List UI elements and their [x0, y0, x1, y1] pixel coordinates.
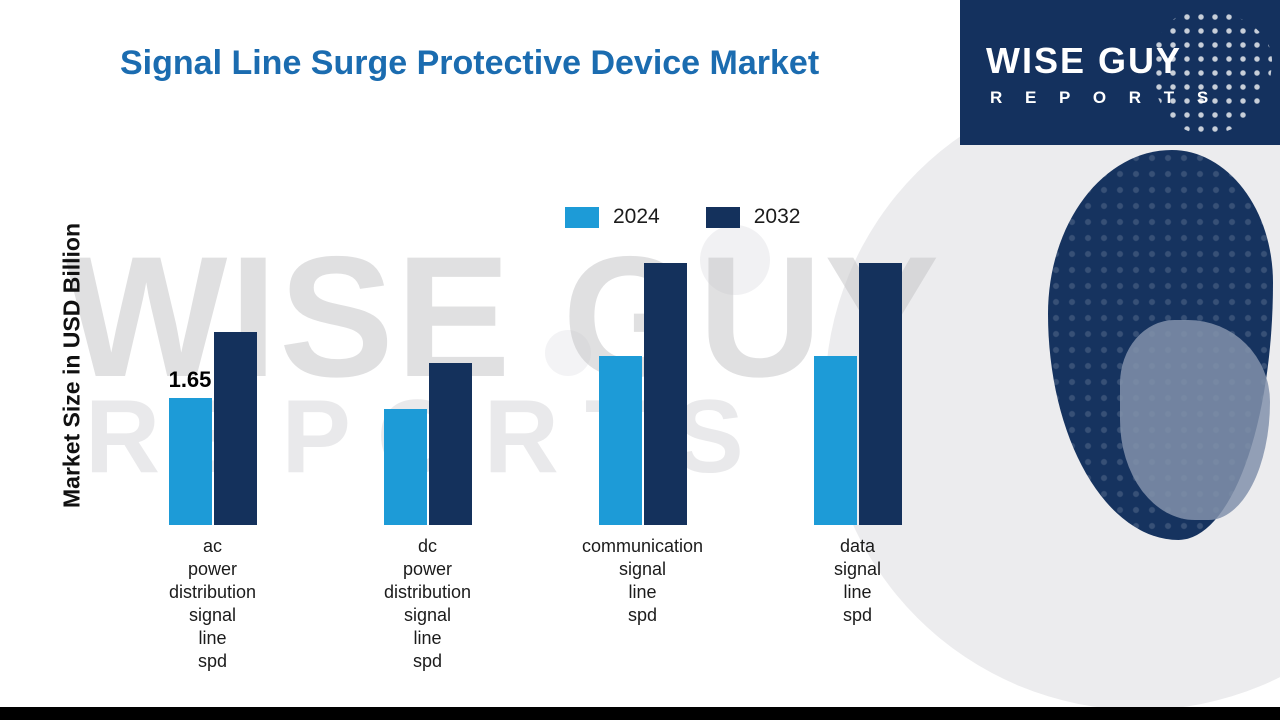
bar-2032-group-2 [643, 263, 687, 525]
category-label: data signal line spd [833, 536, 882, 625]
legend-item-2032: 2032 [705, 205, 801, 229]
category-label: ac power distribution signal line spd [168, 536, 257, 671]
legend-swatch-2032 [705, 206, 740, 228]
logo-name: WISE GUY [986, 40, 1183, 81]
legend-label-2024: 2024 [613, 205, 660, 228]
bar-group: dc power distribution signal line spd [320, 240, 535, 673]
legend-swatch-2024 [565, 206, 599, 228]
bar-2024-group-2 [598, 356, 642, 525]
legend-label-2032: 2032 [753, 205, 801, 228]
legend-item-2024: 2024 [565, 205, 660, 229]
bar-value-label: 1.65 [168, 367, 212, 392]
chart-legend: 2024 2032 [565, 205, 800, 229]
logo-subtitle: R E P O R T S [990, 88, 1218, 107]
bar-2024-group-3 [813, 356, 857, 525]
bottom-black-bar [0, 707, 1280, 720]
bar-2024-group-1 [383, 409, 427, 525]
bar-chart: 1.65 ac power distribution signal line sp… [105, 240, 965, 673]
bar-group: data signal line spd [750, 240, 965, 673]
background-dot [545, 330, 591, 376]
bar-2032-group-1 [428, 363, 472, 525]
background-dot [700, 225, 770, 295]
category-label: dc power distribution signal line spd [383, 536, 472, 671]
watermark-wiseguy: WISE GUY [65, 221, 942, 413]
y-axis-label: Market Size in USD Billion [58, 223, 85, 508]
category-label: communication signal line spd [581, 536, 704, 625]
head-face-graphic [1120, 320, 1270, 520]
bar-2024-group-0: 1.65 [168, 367, 212, 525]
bar-group: 1.65 ac power distribution signal line sp… [105, 240, 320, 673]
wise-guy-reports-logo: WISE GUY R E P O R T S [960, 0, 1280, 145]
page-title: Signal Line Surge Protective Device Mark… [120, 44, 820, 82]
bar-group: communication signal line spd [535, 240, 750, 673]
bar-2032-group-3 [858, 263, 902, 525]
bar-2032-group-0 [213, 332, 257, 525]
